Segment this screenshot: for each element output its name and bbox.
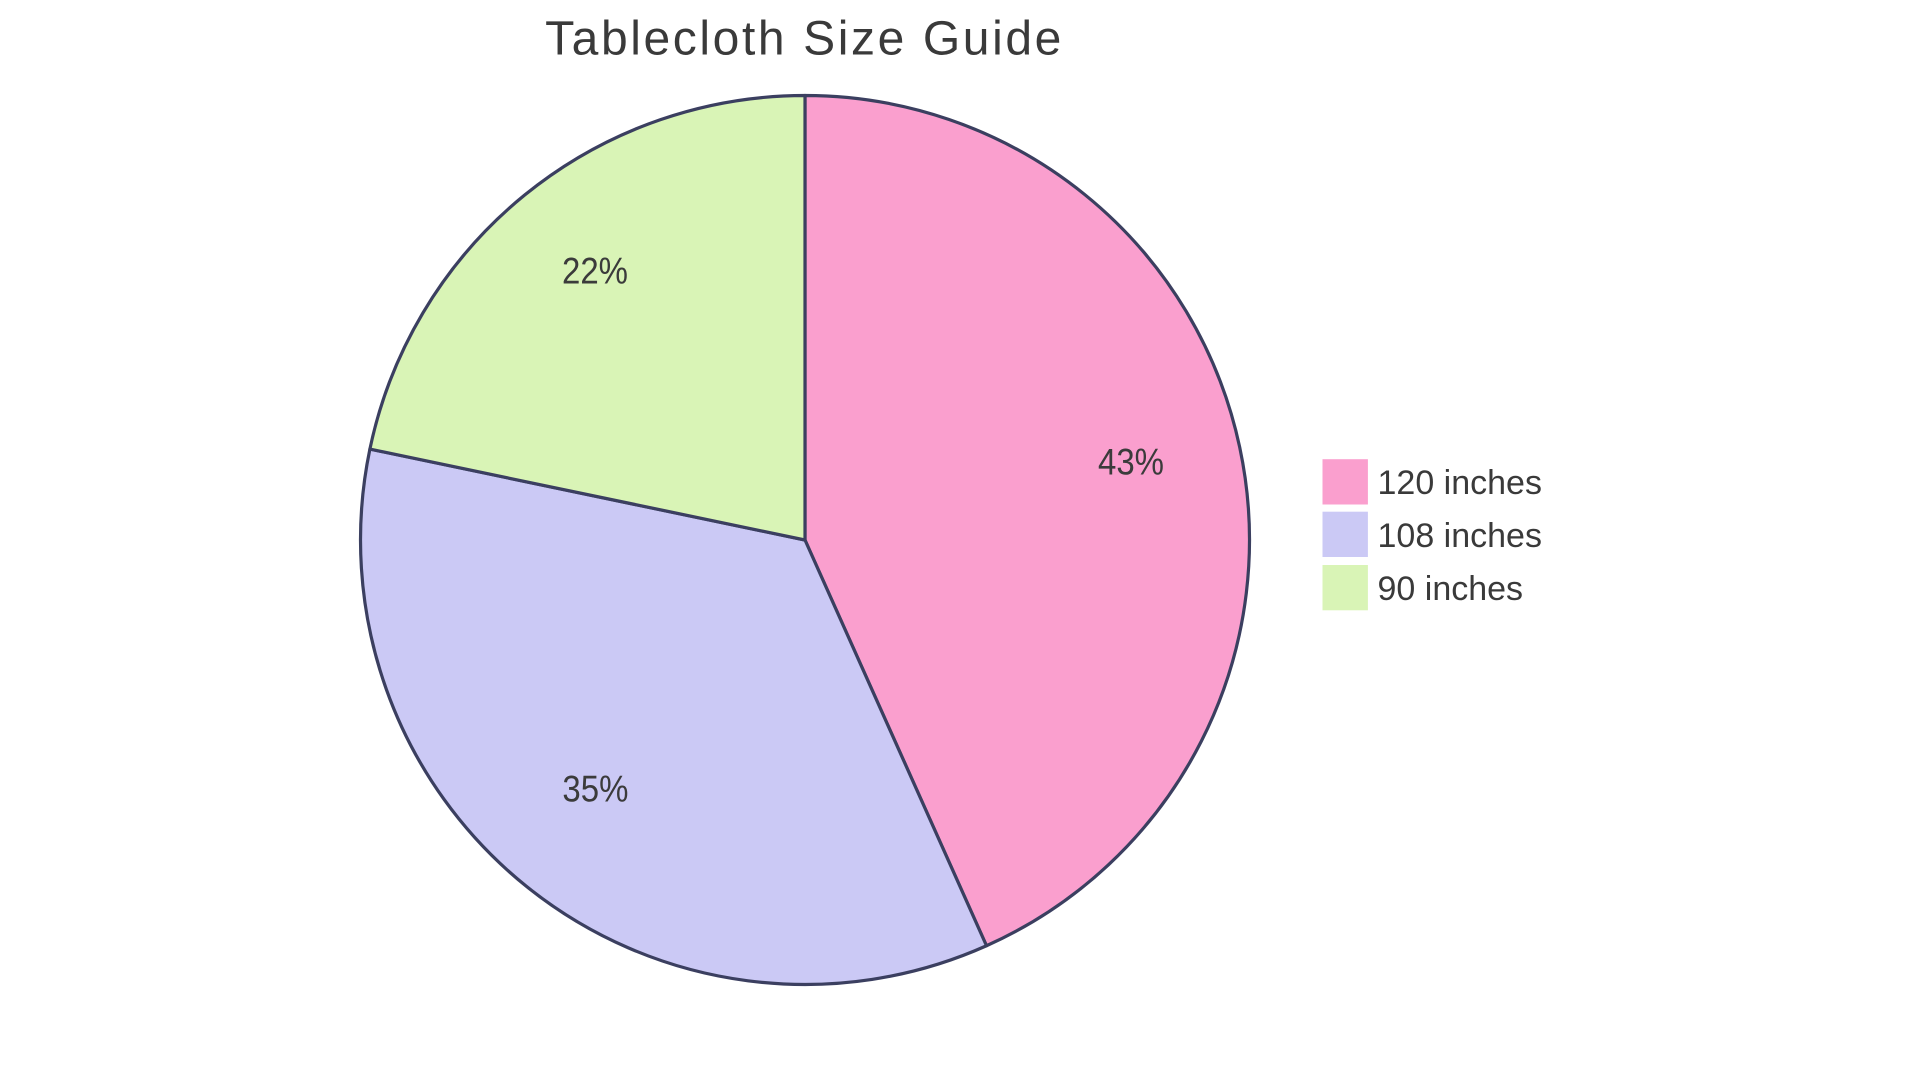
svg-text:120 inches: 120 inches bbox=[1378, 464, 1542, 502]
svg-text:22%: 22% bbox=[562, 249, 628, 291]
svg-text:43%: 43% bbox=[1098, 441, 1164, 483]
svg-text:35%: 35% bbox=[562, 768, 628, 810]
svg-text:90 inches: 90 inches bbox=[1378, 570, 1524, 608]
svg-text:108 inches: 108 inches bbox=[1378, 517, 1542, 555]
svg-text:Tablecloth Size Guide: Tablecloth Size Guide bbox=[545, 13, 1064, 66]
